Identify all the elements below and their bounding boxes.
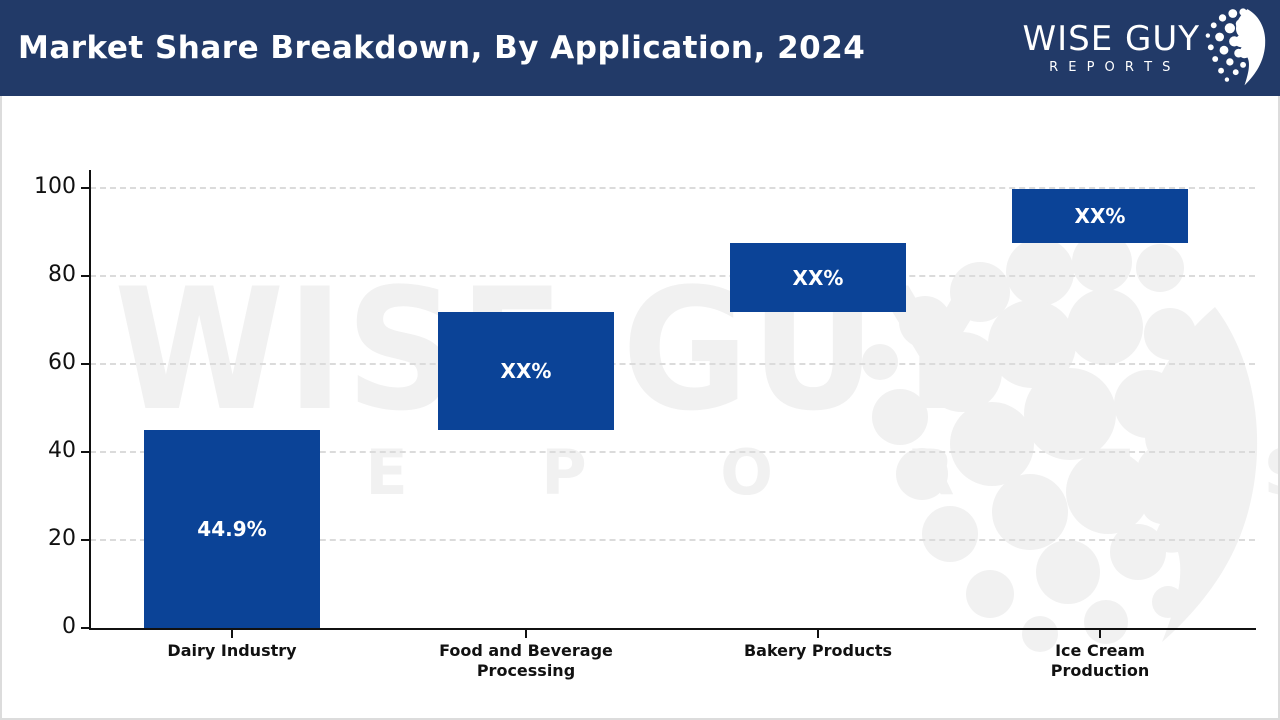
bar-segment: 44.9% bbox=[144, 430, 320, 628]
gridline bbox=[90, 539, 1255, 541]
bar-value-label: XX% bbox=[1074, 204, 1126, 229]
y-axis-tick bbox=[81, 627, 89, 629]
y-axis-tick-label: 20 bbox=[48, 526, 76, 551]
gridline bbox=[90, 363, 1255, 365]
x-axis-tick bbox=[1099, 630, 1101, 638]
brand-logo: WISE GUY R E P O R T S bbox=[1022, 7, 1268, 89]
x-axis-category-label: Bakery Products bbox=[743, 641, 893, 660]
gridline bbox=[90, 451, 1255, 453]
gridline bbox=[90, 187, 1255, 189]
x-axis-category-label: Food and Beverage Processing bbox=[439, 641, 613, 680]
x-axis-tick bbox=[817, 630, 819, 638]
bar-segment: XX% bbox=[730, 243, 906, 313]
bar-segment: XX% bbox=[1012, 189, 1188, 244]
x-axis-line bbox=[89, 628, 1256, 630]
gridline bbox=[90, 275, 1255, 277]
plot-region: WISE GUY R E P O R T S 0 20 40 60 80 100 44.9%… bbox=[0, 96, 1280, 720]
y-axis-tick bbox=[81, 363, 89, 365]
logo-wordmark-text: WISE GUY bbox=[1022, 18, 1200, 59]
y-axis-tick-label: 80 bbox=[48, 262, 76, 287]
x-axis-category-label: Ice Cream Production bbox=[1050, 641, 1150, 680]
y-axis-tick bbox=[81, 539, 89, 541]
y-axis-tick bbox=[81, 187, 89, 189]
y-axis-tick-label: 0 bbox=[62, 614, 76, 639]
header-bar: Market Share Breakdown, By Application, … bbox=[0, 0, 1280, 96]
y-axis-tick-label: 40 bbox=[48, 438, 76, 463]
y-axis-tick bbox=[81, 451, 89, 453]
bar-segment: XX% bbox=[438, 312, 614, 431]
y-axis-tick bbox=[81, 275, 89, 277]
watermark-head-icon bbox=[862, 232, 1258, 652]
y-axis-tick-label: 60 bbox=[48, 350, 76, 375]
y-axis-tick-label: 100 bbox=[34, 174, 76, 199]
x-axis-tick bbox=[231, 630, 233, 638]
logo-head-icon bbox=[1205, 8, 1266, 86]
x-axis-tick bbox=[525, 630, 527, 638]
y-axis-line bbox=[89, 170, 91, 630]
bar-value-label: XX% bbox=[792, 265, 844, 290]
logo-subtitle-text: R E P O R T S bbox=[1049, 59, 1174, 75]
chart-title: Market Share Breakdown, By Application, … bbox=[18, 30, 866, 66]
bar-value-label: 44.9% bbox=[197, 517, 267, 542]
plot-area: WISE GUY R E P O R T S 0 20 40 60 80 100 44.9%… bbox=[2, 96, 1278, 718]
bar-value-label: XX% bbox=[500, 359, 552, 384]
x-axis-category-label: Dairy Industry bbox=[167, 641, 297, 660]
logo-wordmark: WISE GUY R E P O R T S bbox=[1022, 22, 1200, 75]
